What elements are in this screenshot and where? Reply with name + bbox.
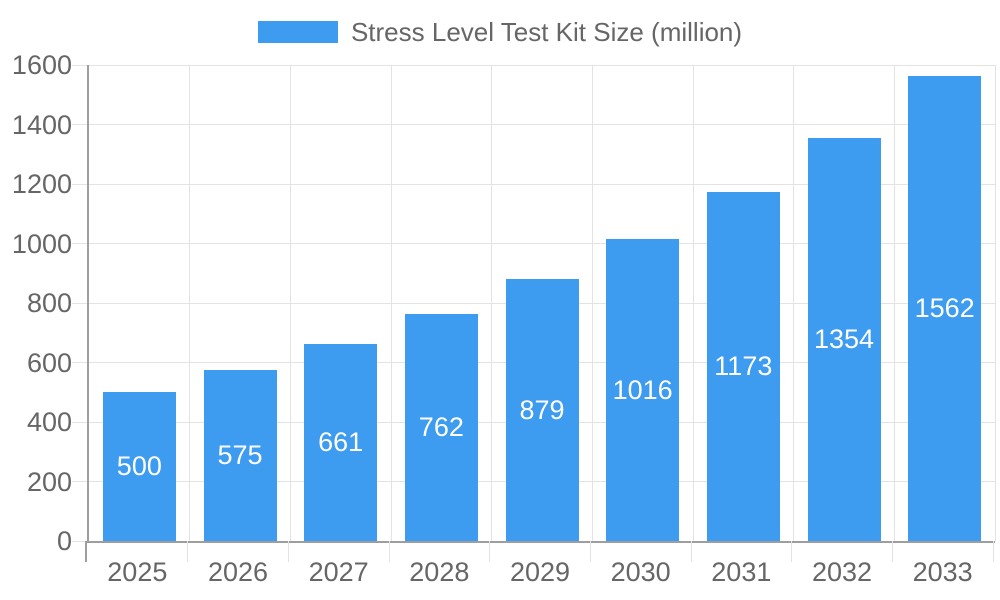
y-axis-label: 1000	[11, 228, 72, 259]
bar-value-label: 1016	[612, 374, 673, 405]
gridline-vertical	[491, 65, 493, 541]
x-axis-label-2033: 2033	[912, 557, 973, 587]
x-axis-tick	[85, 541, 87, 562]
gridline-vertical	[793, 65, 795, 541]
bar-2026[interactable]: 575	[203, 370, 277, 541]
x-axis-tick	[388, 541, 390, 562]
y-axis-tick	[72, 183, 87, 185]
x-axis-tick	[690, 541, 692, 562]
bar-value-label: 879	[519, 394, 565, 425]
x-axis-label-2027: 2027	[308, 557, 369, 587]
y-axis-tick	[72, 540, 87, 542]
x-axis-tick	[589, 541, 591, 562]
y-axis-label: 1600	[11, 50, 72, 80]
gridline-horizontal	[89, 64, 995, 66]
legend-item[interactable]: Stress Level Test Kit Size (million)	[0, 17, 1000, 47]
x-axis-tick	[891, 541, 893, 562]
y-axis-label: 1200	[11, 169, 72, 199]
gridline-vertical	[390, 65, 392, 541]
y-axis-label: 1400	[11, 109, 72, 140]
x-axis-tick	[992, 541, 994, 562]
x-axis-label-2025: 2025	[107, 557, 168, 587]
bar-2028[interactable]: 762	[404, 314, 478, 541]
y-axis-label: 600	[26, 347, 72, 378]
gridline-vertical	[289, 65, 291, 541]
gridline-vertical	[591, 65, 593, 541]
legend-swatch	[257, 21, 338, 43]
bar-2033[interactable]: 1562	[908, 76, 982, 541]
bar-value-label: 1173	[714, 351, 773, 381]
x-axis-tick	[489, 541, 491, 562]
gridline-horizontal	[89, 243, 995, 244]
y-axis-tick	[72, 421, 87, 423]
y-axis-tick	[72, 64, 87, 66]
gridline-vertical	[692, 65, 694, 541]
y-axis-tick	[72, 481, 87, 482]
bar-2030[interactable]: 1016	[606, 239, 680, 541]
x-axis-label-2026: 2026	[207, 557, 269, 587]
x-axis-label-2032: 2032	[811, 557, 873, 587]
x-axis-tick	[791, 541, 793, 562]
bar-2029[interactable]: 879	[505, 279, 579, 541]
legend-series-label: Stress Level Test Kit Size (million)	[350, 17, 743, 47]
bar-2031[interactable]: 1173	[706, 192, 780, 541]
bar-value-label: 1354	[813, 324, 875, 354]
y-axis-tick	[72, 243, 87, 244]
y-axis-label: 800	[26, 288, 72, 318]
y-axis-label: 0	[56, 526, 72, 556]
bar-2032[interactable]: 1354	[807, 138, 881, 541]
x-axis-tick	[287, 541, 289, 562]
plot-area: 500 575 661 762 879 1016 1173 1354 1562	[87, 64, 996, 543]
bar-value-label: 500	[116, 451, 162, 481]
gridline-vertical	[994, 65, 996, 541]
x-axis-label-2030: 2030	[610, 557, 671, 587]
gridline-horizontal	[89, 124, 995, 125]
y-axis-label: 200	[26, 466, 72, 497]
x-axis-tick	[187, 541, 189, 562]
bar-value-label: 661	[318, 427, 364, 457]
gridline-horizontal	[89, 183, 995, 185]
x-axis-label-2028: 2028	[409, 557, 470, 587]
bar-2025[interactable]: 500	[102, 392, 176, 541]
bar-value-label: 762	[418, 412, 464, 442]
x-axis-label-2031: 2031	[711, 557, 772, 587]
gridline-vertical	[189, 65, 191, 541]
y-axis-tick	[72, 362, 87, 363]
bar-2027[interactable]: 661	[304, 344, 378, 541]
x-axis-label-2029: 2029	[509, 557, 571, 587]
y-axis-label: 400	[26, 407, 72, 437]
gridline-vertical	[893, 65, 895, 541]
bar-value-label: 575	[217, 440, 263, 470]
bar-value-label: 1562	[914, 293, 975, 323]
y-axis-tick	[72, 124, 87, 125]
y-axis-tick	[72, 302, 87, 304]
